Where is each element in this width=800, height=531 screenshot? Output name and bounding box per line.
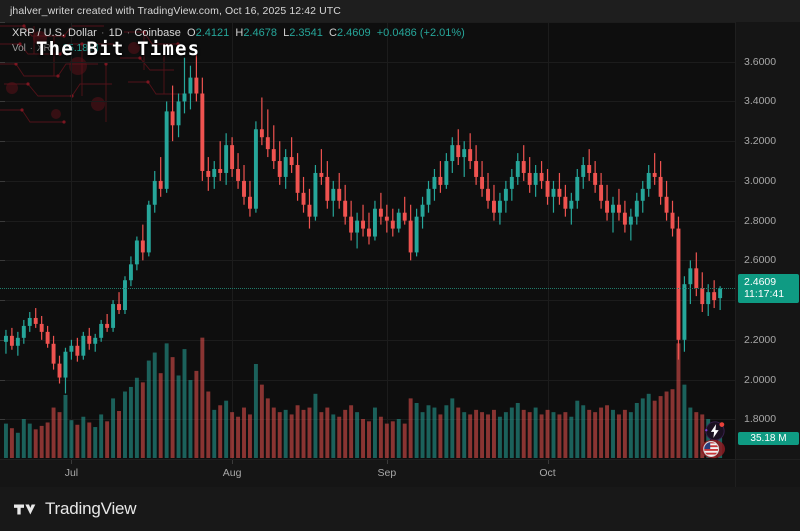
tradingview-brand[interactable]: TradingView bbox=[14, 499, 137, 519]
candlestick-plot bbox=[0, 22, 735, 459]
time-scale-label: Jul bbox=[64, 467, 79, 479]
chart-canvas[interactable]: XRP / U.S. Dollar · 1D · Coinbase O2.412… bbox=[0, 22, 735, 459]
price-scale-label: 3.2000 bbox=[744, 135, 777, 148]
time-scale-label: Aug bbox=[222, 467, 242, 479]
time-scale-tick bbox=[387, 460, 388, 464]
price-scale-label: 2.8000 bbox=[744, 214, 777, 227]
price-scale-label: 3.4000 bbox=[744, 95, 777, 108]
price-scale-label: 3.6000 bbox=[744, 55, 777, 68]
current-price-time: 11:17:41 bbox=[744, 287, 785, 300]
us-flag-icon[interactable] bbox=[700, 438, 726, 460]
time-scale-label: Sep bbox=[377, 467, 397, 479]
time-scale-tick bbox=[548, 460, 549, 464]
price-scale-label: 1.8000 bbox=[744, 413, 777, 426]
price-scale-label: 2.6000 bbox=[744, 254, 777, 267]
current-price-badge: 2.4609 11:17:41 bbox=[738, 273, 799, 303]
current-volume-badge: 35.18 M bbox=[738, 432, 799, 445]
tradingview-logo-text: TradingView bbox=[45, 499, 137, 518]
scale-corner bbox=[735, 459, 800, 487]
last-price-line bbox=[0, 287, 735, 289]
attribution-bar: jhalver_writer created with TradingView.… bbox=[0, 0, 800, 22]
time-scale[interactable]: Jul Aug Sep Oct bbox=[0, 459, 735, 488]
time-scale-tick bbox=[71, 460, 72, 464]
footer-bar: TradingView bbox=[0, 487, 800, 531]
price-scale-label: 3.0000 bbox=[744, 174, 777, 187]
flash-icon[interactable] bbox=[704, 420, 726, 442]
time-scale-tick bbox=[232, 460, 233, 464]
price-scale[interactable]: 3.60003.40003.20003.00002.80002.60002.40… bbox=[735, 22, 800, 459]
price-scale-label: 2.2000 bbox=[744, 333, 777, 346]
current-price-value: 2.4609 bbox=[744, 275, 777, 288]
chart-badges bbox=[698, 420, 738, 462]
chart-background bbox=[0, 22, 735, 459]
price-scale-label: 2.0000 bbox=[744, 373, 777, 386]
time-scale-label: Oct bbox=[539, 467, 556, 479]
tradingview-logo-icon bbox=[14, 504, 36, 514]
